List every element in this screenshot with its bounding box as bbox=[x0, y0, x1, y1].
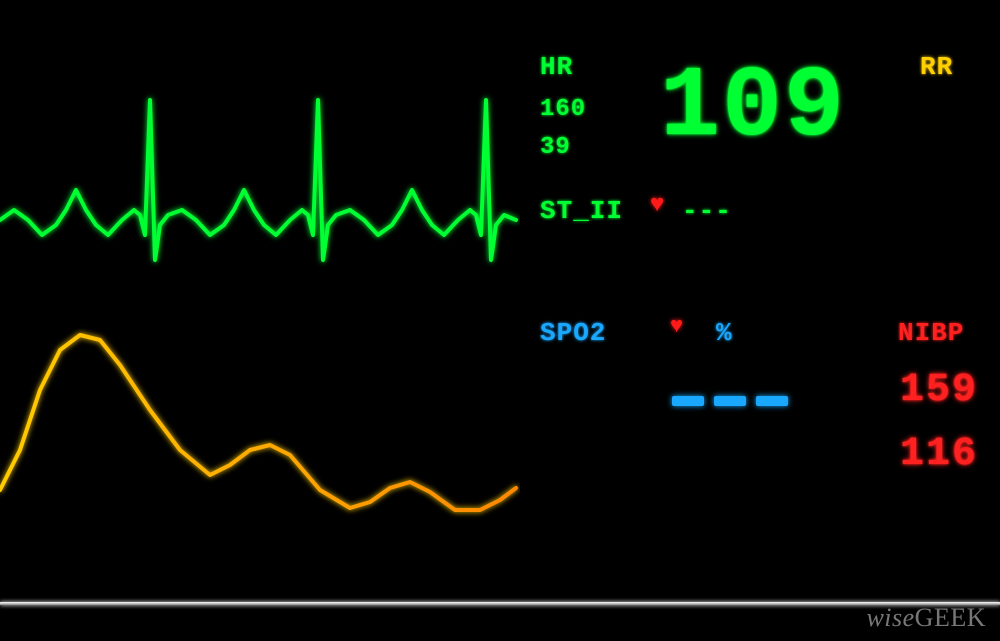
hr-lower-limit: 39 bbox=[540, 134, 571, 161]
hr-value: 109 bbox=[660, 52, 846, 165]
rr-label: RR bbox=[920, 52, 953, 82]
spo2-value-placeholder bbox=[672, 396, 788, 406]
hr-label: HR bbox=[540, 52, 573, 82]
ecg-waveform bbox=[0, 60, 520, 280]
nibp-label: NIBP bbox=[898, 318, 964, 348]
spo2-percent-symbol: % bbox=[716, 318, 733, 348]
nibp-systolic: 159 bbox=[900, 368, 978, 413]
vital-signs-monitor: HR 160 39 109 ST_II ♥ --- RR SPO2 ♥ % NI… bbox=[0, 0, 1000, 641]
nibp-diastolic: 116 bbox=[900, 432, 978, 477]
st-ii-label: ST_II bbox=[540, 196, 623, 226]
spo2-waveform bbox=[0, 310, 520, 530]
spo2-heart-icon: ♥ bbox=[670, 314, 683, 339]
st-ii-value: --- bbox=[682, 196, 732, 226]
hr-upper-limit: 160 bbox=[540, 96, 586, 123]
heart-icon: ♥ bbox=[650, 192, 664, 219]
separator-line bbox=[0, 602, 1000, 605]
spo2-label: SPO2 bbox=[540, 318, 606, 348]
watermark: wiseGEEK bbox=[866, 603, 986, 633]
